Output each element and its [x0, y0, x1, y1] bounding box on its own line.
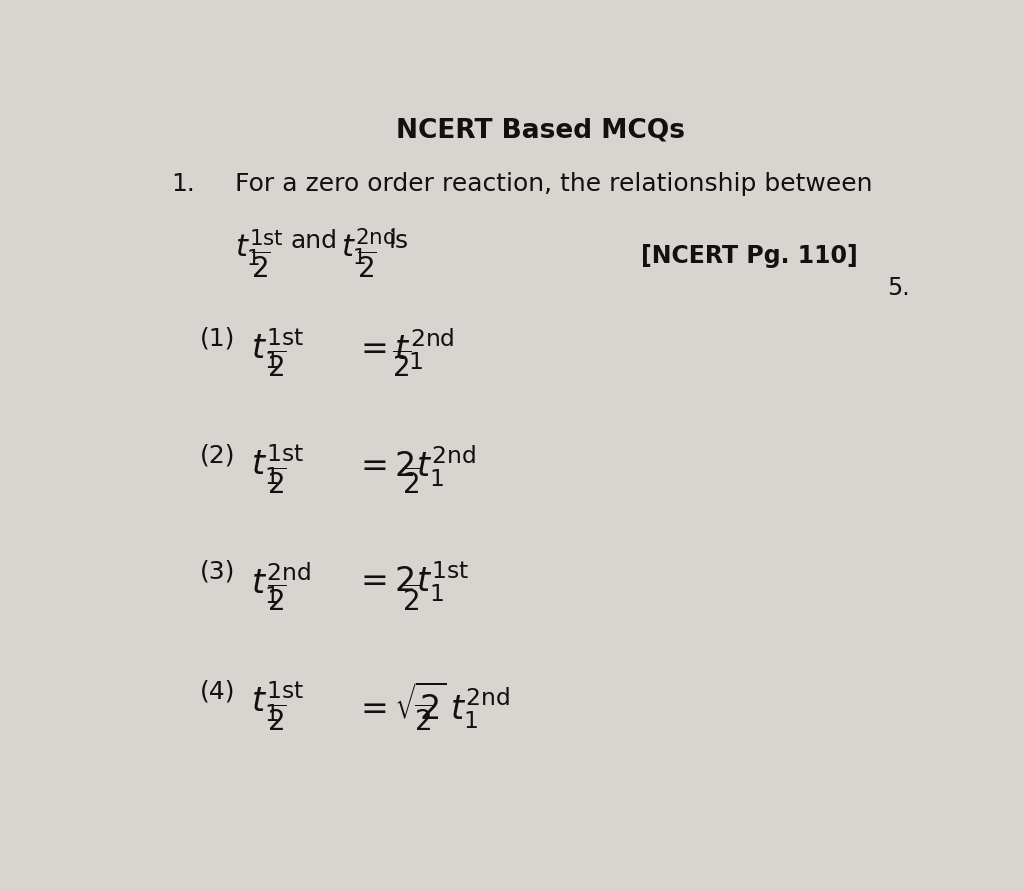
Text: $t_1^{\mathrm{1st}}$: $t_1^{\mathrm{1st}}$	[236, 227, 284, 268]
Text: $\overline{2}$: $\overline{2}$	[392, 352, 412, 383]
Text: (3): (3)	[200, 560, 234, 584]
Text: $\overline{2}$: $\overline{2}$	[267, 469, 287, 500]
Text: $\overline{2}$: $\overline{2}$	[401, 469, 422, 500]
Text: $\overline{2}$: $\overline{2}$	[267, 352, 287, 383]
Text: (4): (4)	[200, 680, 234, 704]
Text: and: and	[291, 229, 338, 253]
Text: $\overline{2}$: $\overline{2}$	[267, 585, 287, 617]
Text: 1.: 1.	[172, 172, 196, 196]
Text: $= 2t_1^{\mathrm{1st}}$: $= 2t_1^{\mathrm{1st}}$	[354, 560, 469, 604]
Text: $\overline{2}$: $\overline{2}$	[414, 705, 433, 737]
Text: $\overline{2}$: $\overline{2}$	[251, 252, 270, 284]
Text: (1): (1)	[200, 326, 234, 350]
Text: $\overline{2}$: $\overline{2}$	[401, 585, 422, 617]
Text: $t_1^{\mathrm{1st}}$: $t_1^{\mathrm{1st}}$	[251, 443, 304, 487]
Text: 5.: 5.	[887, 276, 909, 300]
Text: (2): (2)	[200, 443, 234, 467]
Text: $\overline{2}$: $\overline{2}$	[356, 252, 376, 284]
Text: NCERT Based MCQs: NCERT Based MCQs	[396, 118, 685, 143]
Text: $t_1^{\mathrm{2nd}}$: $t_1^{\mathrm{2nd}}$	[341, 227, 395, 267]
Text: $t_1^{\mathrm{2nd}}$: $t_1^{\mathrm{2nd}}$	[251, 560, 310, 605]
Text: $t_1^{\mathrm{1st}}$: $t_1^{\mathrm{1st}}$	[251, 680, 304, 724]
Text: $\overline{2}$: $\overline{2}$	[267, 705, 287, 737]
Text: [NCERT Pg. 110]: [NCERT Pg. 110]	[641, 244, 858, 268]
Text: For a zero order reaction, the relationship between: For a zero order reaction, the relations…	[236, 172, 872, 196]
Text: $= 2t_1^{\mathrm{2nd}}$: $= 2t_1^{\mathrm{2nd}}$	[354, 443, 476, 488]
Text: $= \sqrt{2}\,t_1^{\mathrm{2nd}}$: $= \sqrt{2}\,t_1^{\mathrm{2nd}}$	[354, 680, 510, 732]
Text: $= t_1^{\mathrm{2nd}}$: $= t_1^{\mathrm{2nd}}$	[354, 326, 455, 372]
Text: $t_1^{\mathrm{1st}}$: $t_1^{\mathrm{1st}}$	[251, 326, 304, 371]
Text: is: is	[388, 229, 409, 253]
